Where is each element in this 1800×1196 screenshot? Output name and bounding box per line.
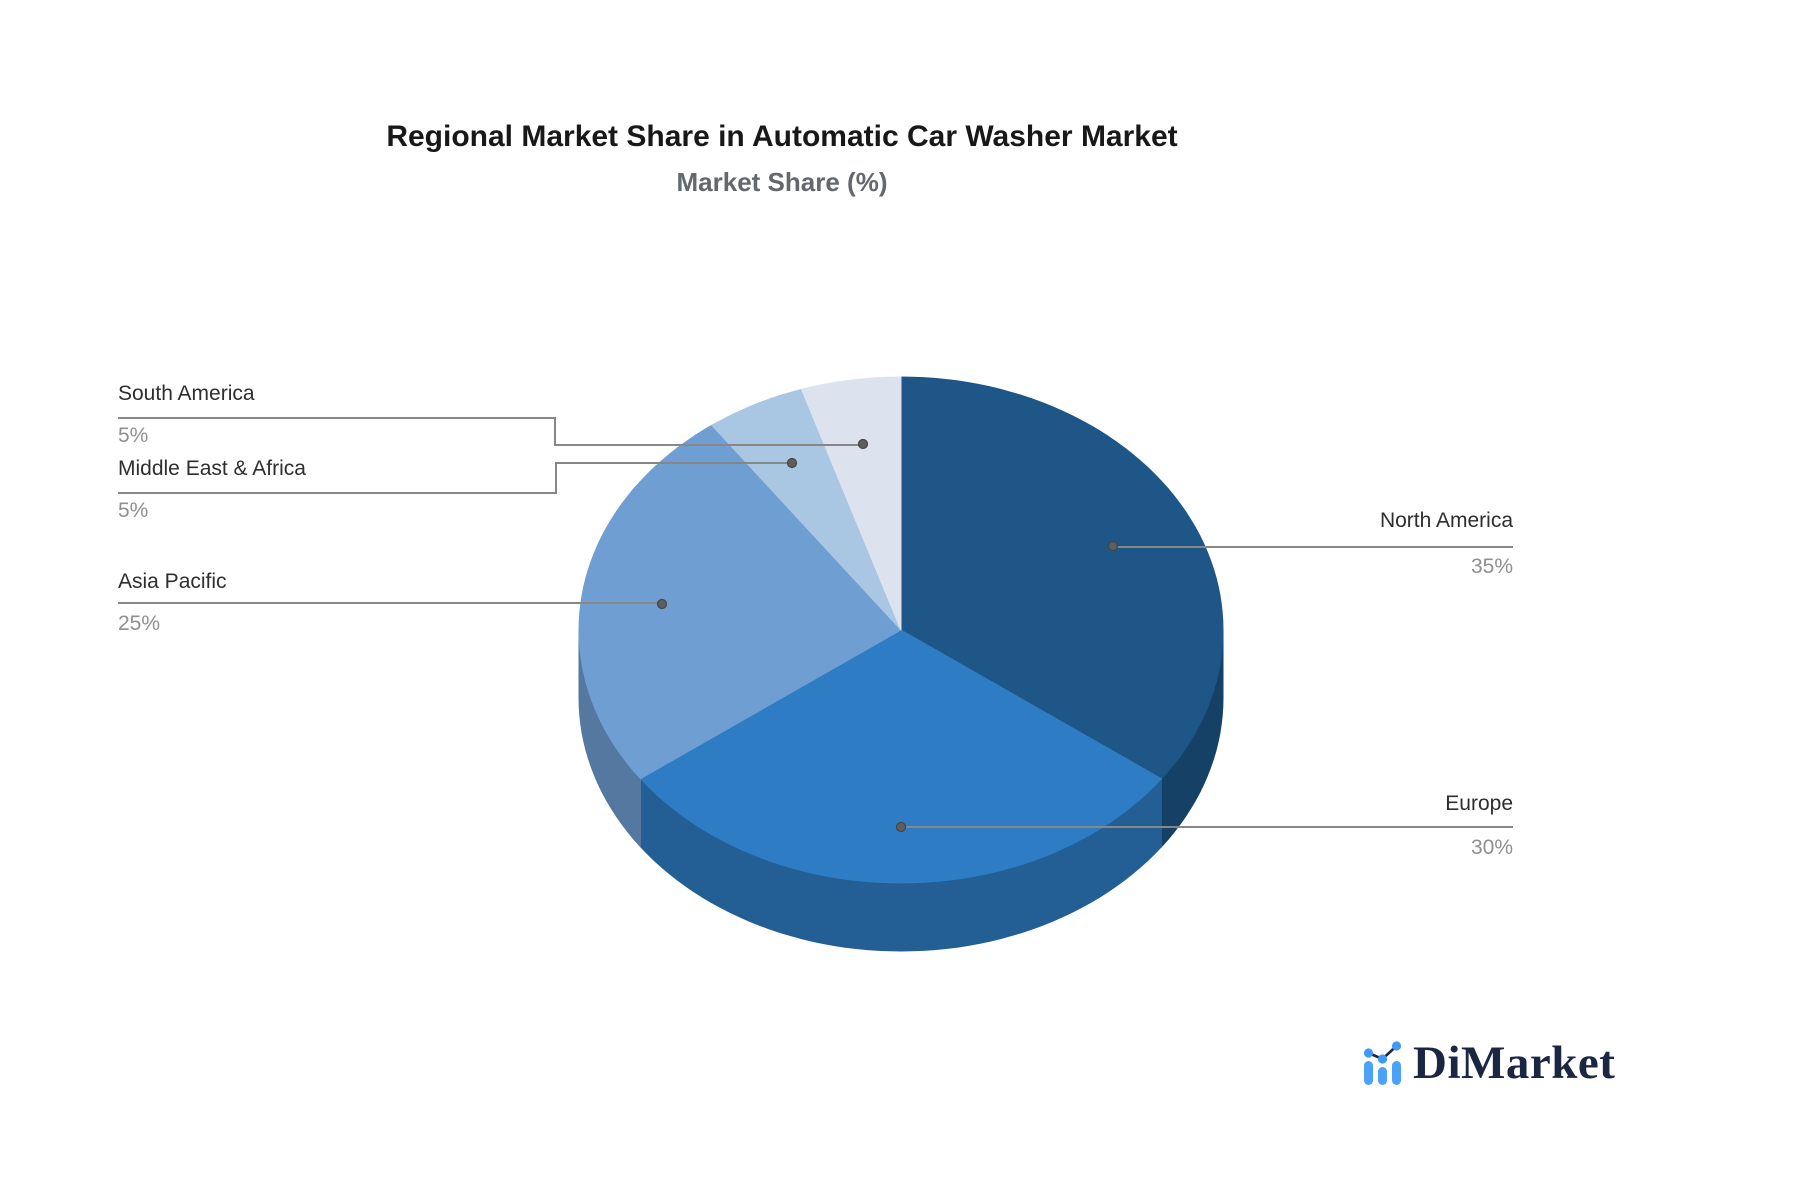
pie-label-europe: Europe <box>1445 792 1513 815</box>
connector-dot-middle-east-africa <box>786 457 798 469</box>
connector-dot-europe <box>895 821 907 833</box>
pie-slice-asia-pacific[interactable] <box>578 424 902 780</box>
connector-line-south-america <box>118 417 859 446</box>
pie-label-south-america: South America <box>118 382 255 405</box>
pie-value-asia-pacific: 25% <box>118 612 161 635</box>
connector-dot-north-america <box>1107 540 1119 552</box>
connector-line-middle-east-africa <box>118 462 788 494</box>
pie-slice-middle-east-africa[interactable] <box>710 388 902 631</box>
pie-value-europe: 30% <box>1470 836 1513 859</box>
pie-label-asia-pacific: Asia Pacific <box>118 570 227 593</box>
pie-value-north-america: 35% <box>1470 555 1513 578</box>
chart-subtitle: Market Share (%) <box>676 167 888 197</box>
pie-value-middle-east-africa: 5% <box>118 499 149 522</box>
pie-label-north-america: North America <box>1379 509 1513 532</box>
pie-label-middle-east-africa: Middle East & Africa <box>118 457 306 480</box>
pie-slice-south-america[interactable] <box>800 376 902 631</box>
pie-slice-north-america[interactable] <box>900 376 1224 780</box>
logo-text: DiMarket <box>1413 1037 1616 1089</box>
connector-dot-asia-pacific <box>656 598 668 610</box>
pie-slice-europe[interactable] <box>639 629 1163 884</box>
chart-title: Regional Market Share in Automatic Car W… <box>386 120 1178 153</box>
mini-bar-line-chart-icon <box>1363 1040 1402 1085</box>
connector-dot-south-america <box>857 438 869 450</box>
dimarket-logo: DiMarket <box>1363 1040 1615 1087</box>
pie-value-south-america: 5% <box>118 424 149 447</box>
